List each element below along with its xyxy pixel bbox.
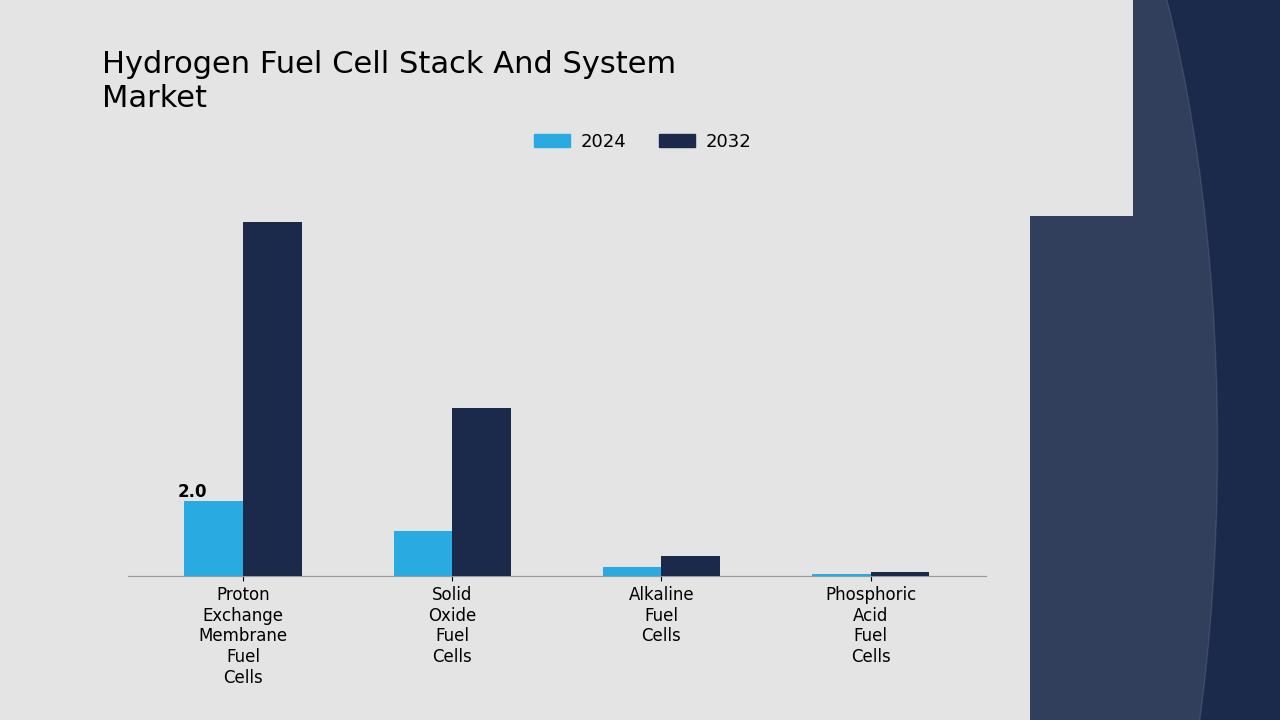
Bar [452,408,511,576]
Text: Hydrogen Fuel Cell Stack And System
Market: Hydrogen Fuel Cell Stack And System Mark… [102,50,677,113]
Text: 2.0: 2.0 [178,483,207,501]
Bar [394,531,452,576]
Circle shape [928,0,1280,468]
Bar [603,567,662,576]
Bar [184,502,243,576]
Circle shape [694,0,1217,720]
Bar [662,556,719,576]
Bar [870,572,929,576]
Bar [812,574,870,576]
Legend: 2024, 2032: 2024, 2032 [526,126,759,158]
Bar [243,222,302,576]
